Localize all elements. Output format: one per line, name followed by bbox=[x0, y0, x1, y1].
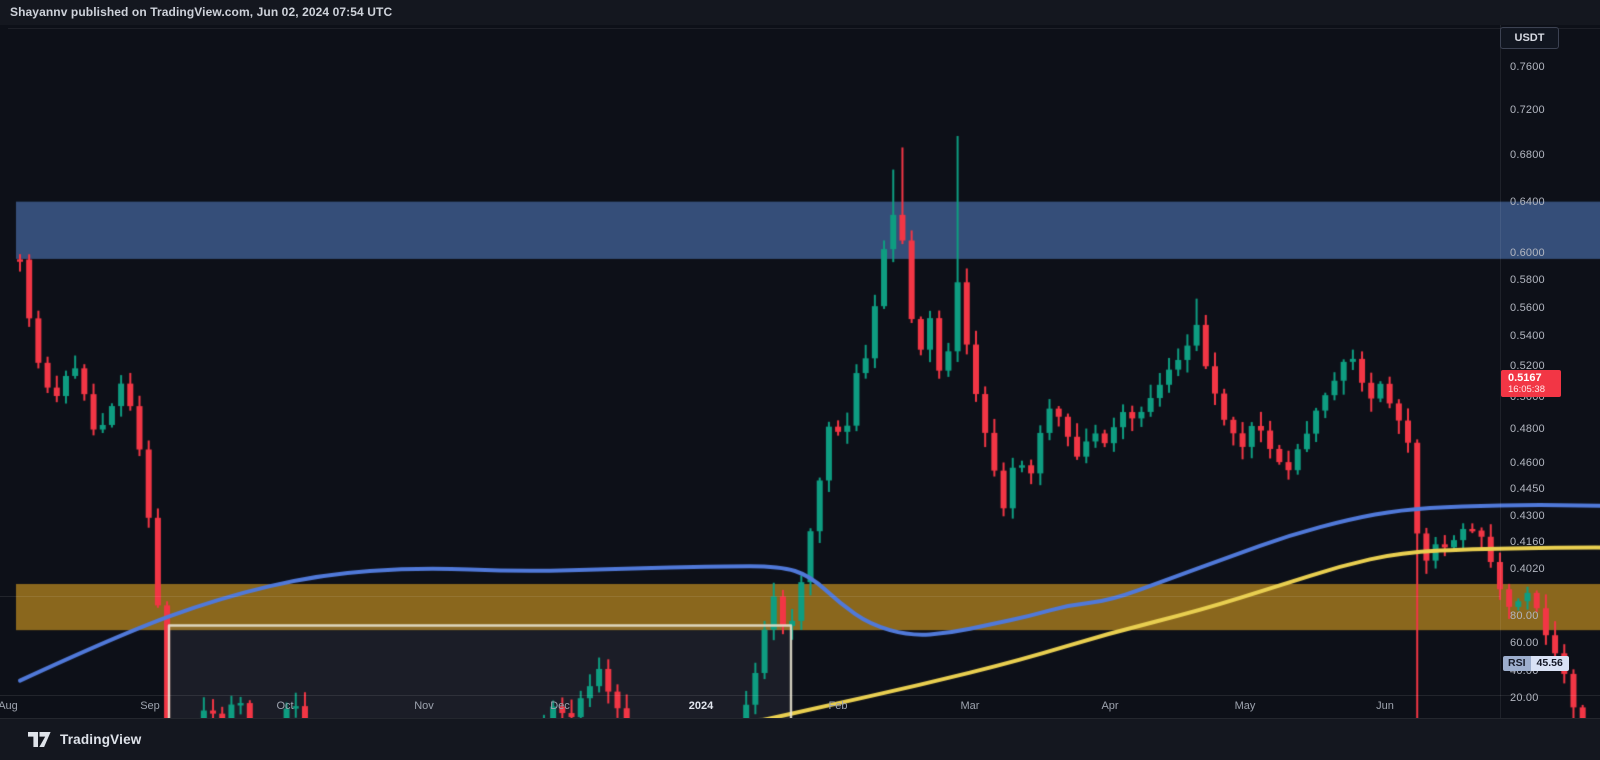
time-tick-label: Oct bbox=[276, 700, 294, 712]
pane-separator[interactable] bbox=[0, 596, 1500, 597]
time-tick-label: Mar bbox=[960, 700, 980, 712]
rsi-tick-label: 80.00 bbox=[1510, 610, 1539, 622]
rsi-value-badge: RSI 45.56 bbox=[1503, 656, 1569, 672]
price-tick-label: 0.4800 bbox=[1510, 423, 1545, 436]
time-tick-label: Nov bbox=[414, 700, 434, 712]
rsi-tick-label: 20.00 bbox=[1510, 692, 1539, 704]
price-scale[interactable]: 0.7600 0.7200 0.6800 0.6400 0.6000 0.5800 0.56… bbox=[1501, 25, 1600, 695]
rsi-tick-label: 60.00 bbox=[1510, 637, 1539, 650]
price-tick-label: 0.4450 bbox=[1510, 482, 1545, 495]
rsi-value: 45.56 bbox=[1530, 656, 1569, 672]
footer-bar: TradingView bbox=[0, 718, 1600, 760]
price-tick-label: 0.5800 bbox=[1510, 274, 1545, 287]
last-price-badge: 0.5167 16:05:38 bbox=[1501, 370, 1561, 398]
price-tick-label: 0.5600 bbox=[1510, 301, 1545, 314]
plot-top-border bbox=[8, 28, 1600, 29]
time-scale[interactable]: Aug Sep Oct Nov Dec 2024 Feb Mar Apr May Jun bbox=[0, 695, 1500, 718]
price-tick-label: 0.4160 bbox=[1510, 536, 1545, 549]
price-tick-label: 0.4020 bbox=[1510, 563, 1545, 575]
price-tick-label: 0.4300 bbox=[1510, 509, 1545, 522]
time-tick-label: Sep bbox=[140, 700, 160, 712]
time-axis-separator bbox=[0, 695, 1600, 696]
time-tick-label: Aug bbox=[0, 700, 18, 712]
time-tick-label: Apr bbox=[1101, 700, 1119, 712]
price-tick-label: 0.7200 bbox=[1510, 103, 1545, 116]
tradingview-logo-icon bbox=[28, 732, 51, 747]
quote-currency-button[interactable]: USDT bbox=[1500, 27, 1559, 49]
countdown-timer: 16:05:38 bbox=[1508, 384, 1545, 396]
time-tick-label: 2024 bbox=[688, 700, 714, 712]
price-tick-label: 0.6000 bbox=[1510, 247, 1545, 260]
tradingview-brand-link[interactable]: TradingView bbox=[60, 732, 142, 747]
time-tick-label: Dec bbox=[550, 700, 570, 712]
time-tick-label: Feb bbox=[828, 700, 848, 712]
time-tick-label: May bbox=[1234, 700, 1256, 712]
time-tick-label: Jun bbox=[1376, 700, 1394, 712]
last-price-value: 0.5167 bbox=[1508, 372, 1542, 385]
price-tick-label: 0.7600 bbox=[1510, 61, 1545, 73]
price-tick-label: 0.5400 bbox=[1510, 330, 1545, 343]
price-tick-label: 0.6800 bbox=[1510, 148, 1545, 161]
attribution-text: Shayannv published on TradingView.com, J… bbox=[10, 5, 393, 19]
rsi-label: RSI bbox=[1503, 656, 1531, 672]
price-scale-separator bbox=[1500, 25, 1501, 718]
attribution-bar: Shayannv published on TradingView.com, J… bbox=[0, 0, 1600, 25]
price-tick-label: 0.5200 bbox=[1510, 360, 1545, 373]
price-tick-label: 0.6400 bbox=[1510, 196, 1545, 209]
price-tick-label: 0.4600 bbox=[1510, 456, 1545, 469]
